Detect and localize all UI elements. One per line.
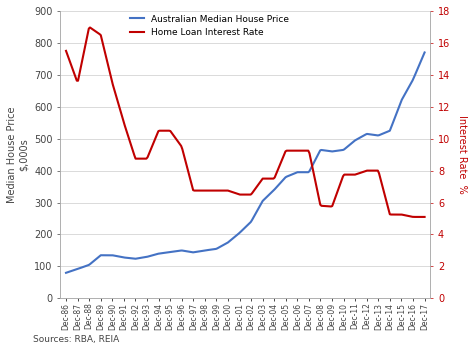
Australian Median House Price <box>422 50 428 54</box>
Y-axis label: Interest Rate  %: Interest Rate % <box>457 115 467 194</box>
Australian Median House Price <box>388 126 394 130</box>
Line: Australian Median House Price: Australian Median House Price <box>66 52 425 273</box>
Home Loan Interest Rate <box>63 49 69 53</box>
Y-axis label: Median House Price
$,000s: Median House Price $,000s <box>7 107 28 203</box>
Home Loan Interest Rate <box>411 215 417 219</box>
Legend: Australian Median House Price, Home Loan Interest Rate: Australian Median House Price, Home Loan… <box>127 11 293 41</box>
Text: Sources: RBA, REIA: Sources: RBA, REIA <box>33 335 119 344</box>
Home Loan Interest Rate <box>87 25 93 29</box>
Home Loan Interest Rate <box>277 164 283 168</box>
Australian Median House Price <box>283 175 288 179</box>
Australian Median House Price <box>63 271 69 275</box>
Line: Home Loan Interest Rate: Home Loan Interest Rate <box>66 27 425 217</box>
Australian Median House Price <box>277 182 283 186</box>
Australian Median House Price <box>275 183 281 187</box>
Home Loan Interest Rate <box>422 215 428 219</box>
Australian Median House Price <box>64 270 70 274</box>
Home Loan Interest Rate <box>366 169 372 173</box>
Home Loan Interest Rate <box>278 161 283 165</box>
Home Loan Interest Rate <box>284 149 290 153</box>
Australian Median House Price <box>365 132 371 136</box>
Home Loan Interest Rate <box>389 212 395 217</box>
Home Loan Interest Rate <box>64 52 70 56</box>
